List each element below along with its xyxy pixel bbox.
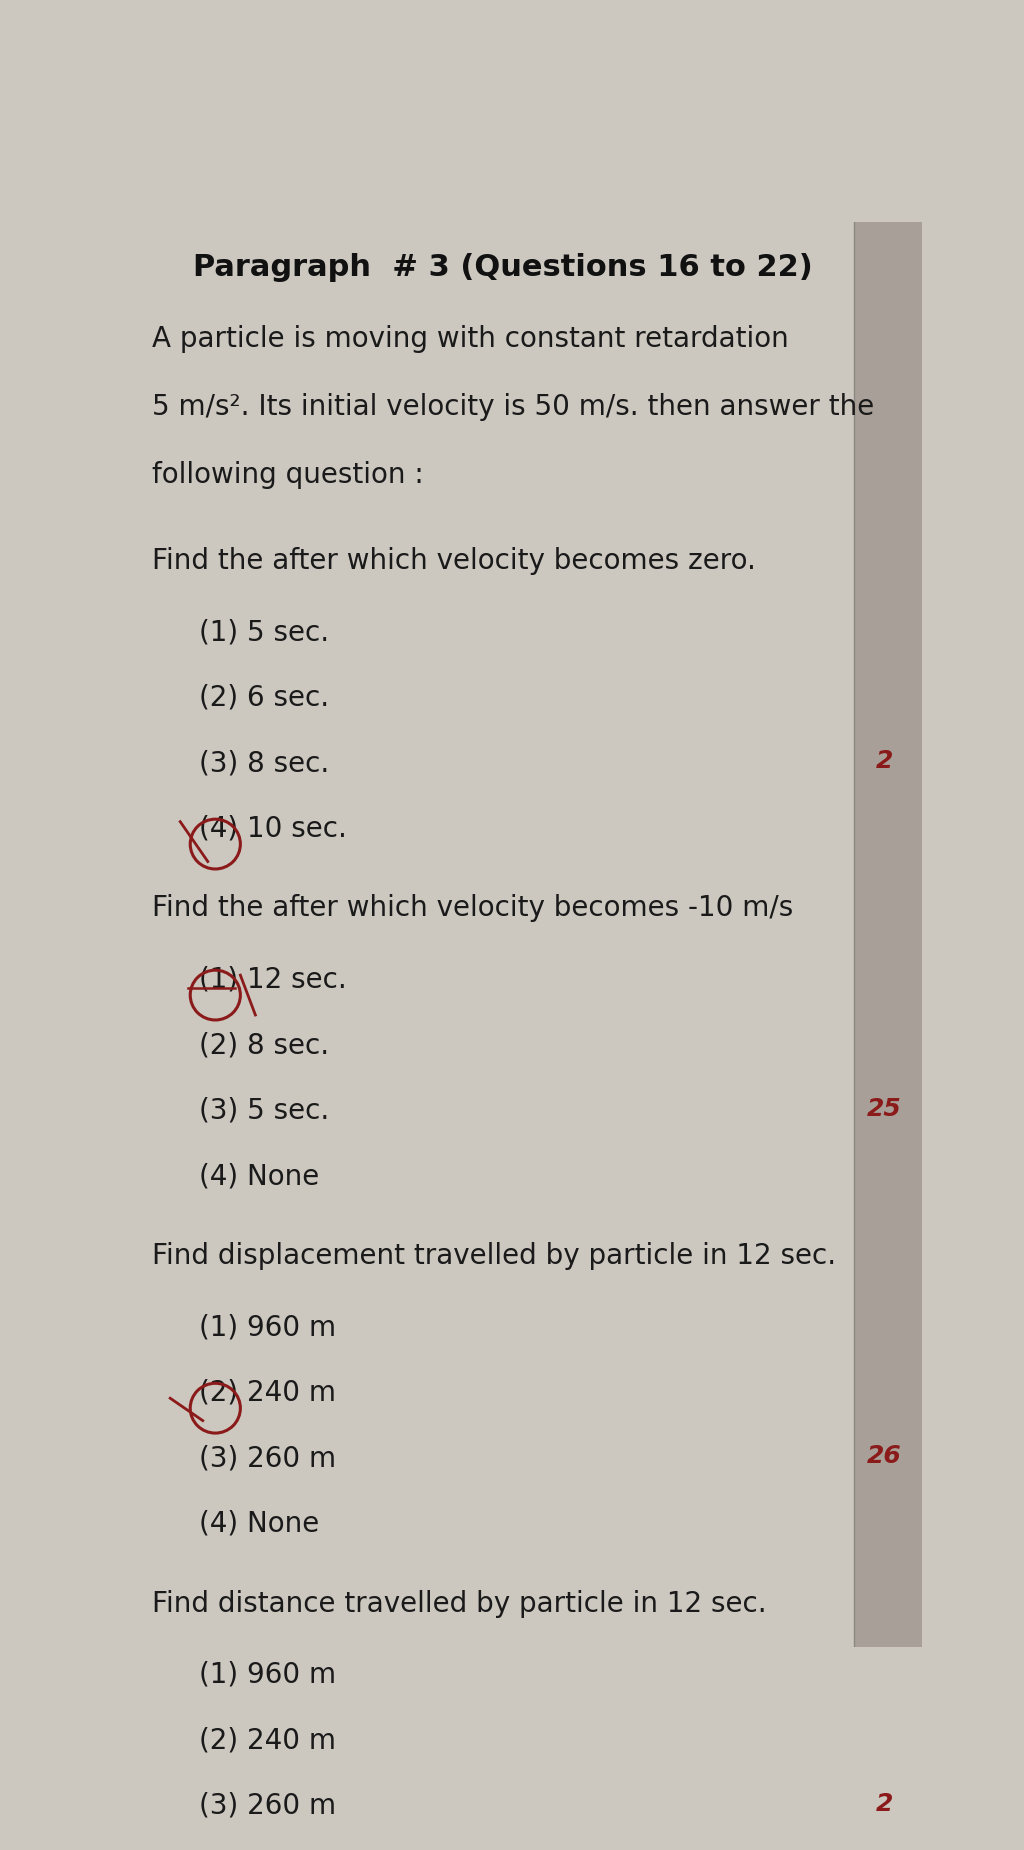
Text: (3) 8 sec.: (3) 8 sec.	[200, 749, 330, 777]
Text: Find the after which velocity becomes -10 m/s: Find the after which velocity becomes -1…	[152, 894, 793, 923]
Text: following question :: following question :	[152, 461, 424, 488]
Text: (3) 5 sec.: (3) 5 sec.	[200, 1097, 330, 1125]
Text: 5 m/s². Its initial velocity is 50 m/s. then answer the: 5 m/s². Its initial velocity is 50 m/s. …	[152, 392, 874, 422]
Text: (3) 260 m: (3) 260 m	[200, 1793, 337, 1820]
Text: (1) 960 m: (1) 960 m	[200, 1661, 337, 1689]
Text: 26: 26	[867, 1445, 902, 1469]
Text: Find displacement travelled by particle in 12 sec.: Find displacement travelled by particle …	[152, 1241, 836, 1269]
Text: (2) 240 m: (2) 240 m	[200, 1378, 337, 1406]
Text: (2) 240 m: (2) 240 m	[200, 1726, 337, 1754]
Text: Find the after which velocity becomes zero.: Find the after which velocity becomes ze…	[152, 548, 756, 575]
Text: 2: 2	[876, 1793, 893, 1817]
Text: (2) 8 sec.: (2) 8 sec.	[200, 1030, 330, 1058]
Text: (2) 6 sec.: (2) 6 sec.	[200, 683, 330, 712]
Text: (4) None: (4) None	[200, 1162, 319, 1190]
Text: (4) None: (4) None	[200, 1510, 319, 1537]
Text: (1) 960 m: (1) 960 m	[200, 1314, 337, 1341]
Text: (1) 12 sec.: (1) 12 sec.	[200, 966, 347, 993]
Text: 25: 25	[867, 1097, 902, 1121]
Text: (3) 260 m: (3) 260 m	[200, 1445, 337, 1473]
Text: A particle is moving with constant retardation: A particle is moving with constant retar…	[152, 324, 788, 353]
Text: 2: 2	[876, 749, 893, 773]
Text: (4) 10 sec.: (4) 10 sec.	[200, 814, 347, 842]
Bar	[854, 222, 922, 1646]
Text: (1) 5 sec.: (1) 5 sec.	[200, 618, 330, 646]
Text: Paragraph  # 3 (Questions 16 to 22): Paragraph # 3 (Questions 16 to 22)	[194, 253, 813, 283]
Text: Find distance travelled by particle in 12 sec.: Find distance travelled by particle in 1…	[152, 1589, 766, 1617]
